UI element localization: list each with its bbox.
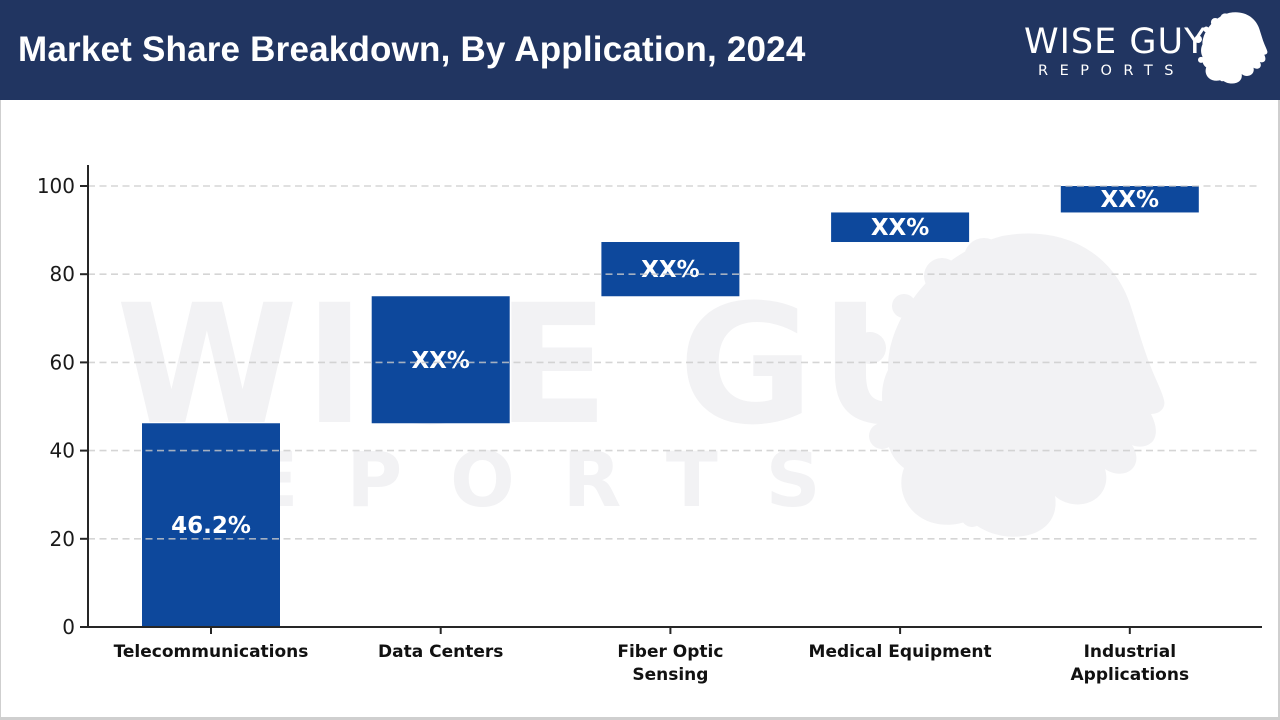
x-axis-label: Data Centers	[378, 642, 503, 662]
y-axis-tick-label: 100	[37, 174, 75, 198]
bar-value-label: XX%	[641, 257, 700, 283]
bottom-border	[0, 717, 1280, 720]
y-axis-tick-label: 80	[50, 262, 75, 286]
x-axis-label: Telecommunications	[114, 642, 309, 662]
left-border	[0, 100, 1, 720]
right-border	[1278, 100, 1280, 720]
x-axis-label: Fiber Optic Sensing	[617, 642, 723, 685]
bar	[371, 296, 510, 424]
chart-area: WISE GUY REPORTS 46.2% XX% XX% XX% XX% 0 20 40 6…	[0, 100, 1280, 720]
bar	[601, 242, 740, 297]
bar-value-label: XX%	[1101, 187, 1160, 213]
logo-head-icon	[1194, 12, 1268, 84]
logo-wordmark: WISE GUY	[1024, 22, 1207, 62]
bar-value-label: 46.2%	[171, 513, 251, 539]
y-axis-tick-label: 0	[62, 615, 75, 639]
y-axis-tick-label: 60	[50, 350, 75, 374]
bar	[831, 212, 970, 243]
x-axis-label: Industrial Applications	[1071, 642, 1190, 685]
bar	[1060, 186, 1199, 213]
page-title: Market Share Breakdown, By Application, …	[18, 30, 806, 69]
market-share-chart: WISE GUY REPORTS 46.2%XX%XX%XX%XX%020406…	[37, 165, 1262, 685]
bar-value-label: XX%	[871, 215, 930, 241]
x-axis-label: Medical Equipment	[809, 642, 992, 662]
header: Market Share Breakdown, By Application, …	[0, 0, 1280, 100]
y-axis-tick-label: 20	[50, 527, 75, 551]
y-axis-tick-label: 40	[50, 439, 75, 463]
bar-value-label: XX%	[411, 348, 470, 374]
logo-subtext: REPORTS	[1038, 63, 1185, 79]
wise-guy-logo: WISE GUY REPORTS	[1024, 12, 1268, 84]
bar	[142, 423, 280, 627]
